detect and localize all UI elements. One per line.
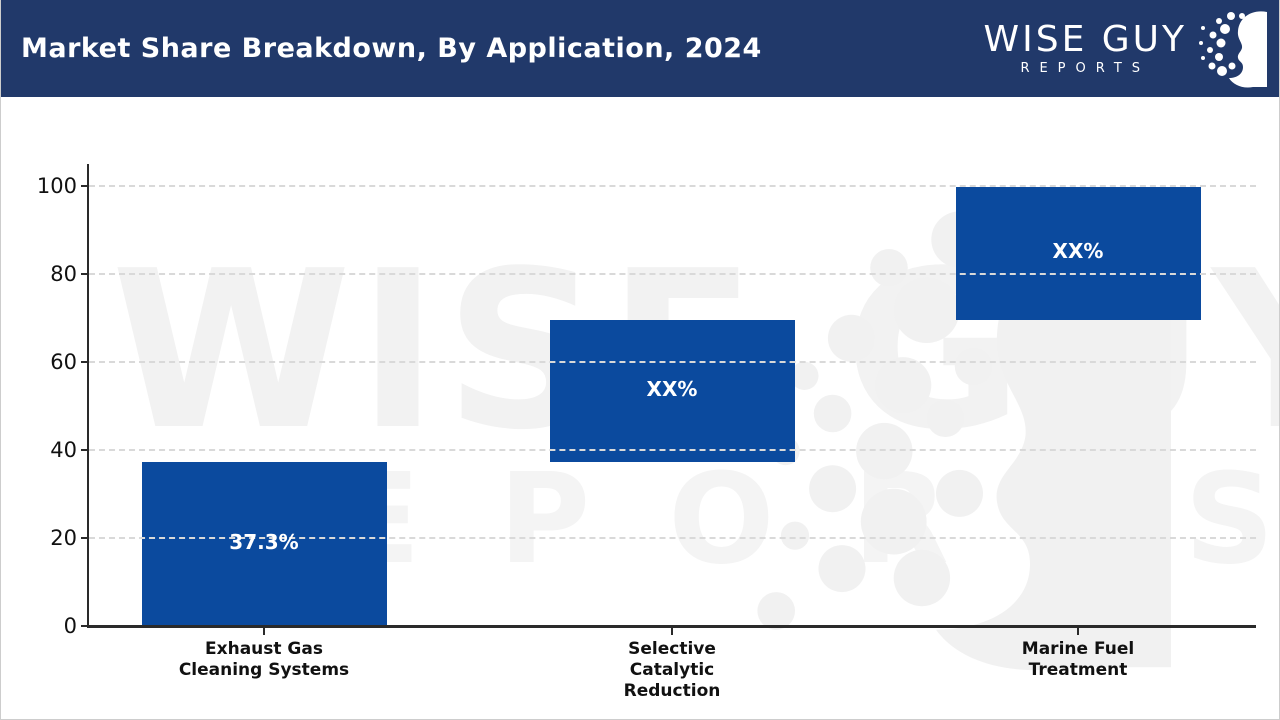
- x-category-label: Selective Catalytic Reduction: [512, 639, 832, 702]
- page-title: Market Share Breakdown, By Application, …: [21, 33, 762, 64]
- logo-primary-text: WISE GUY: [983, 19, 1187, 60]
- x-category-line: Marine Fuel: [1021, 639, 1135, 659]
- x-tick-mark: [1077, 627, 1079, 635]
- gridline: [89, 361, 1256, 363]
- bar-segment: [141, 461, 387, 626]
- y-tick-mark: [81, 185, 88, 187]
- y-tick-mark: [81, 625, 88, 627]
- y-axis-line: [87, 164, 89, 628]
- watermark-face-icon: [757, 211, 1171, 671]
- gridline: [89, 273, 1256, 275]
- gridline: [89, 449, 1256, 451]
- x-tick-mark: [671, 627, 673, 635]
- bar-value-label: XX%: [646, 376, 698, 401]
- y-tick-label: 100: [36, 174, 77, 198]
- x-category-label: Marine Fuel Treatment: [918, 639, 1238, 681]
- logo-secondary-text: REPORTS: [1020, 61, 1151, 76]
- x-category-line: Selective: [628, 639, 716, 659]
- x-category-line: Cleaning Systems: [178, 660, 350, 680]
- y-tick-mark: [81, 361, 88, 363]
- gridline: [89, 185, 1256, 187]
- y-tick-mark: [81, 537, 88, 539]
- x-category-line: Exhaust Gas: [205, 639, 323, 659]
- header-bar: Market Share Breakdown, By Application, …: [1, 0, 1280, 97]
- x-tick-mark: [263, 627, 265, 635]
- x-category-line: Reduction: [623, 681, 721, 701]
- y-tick-mark: [81, 273, 88, 275]
- x-category-line: Treatment: [1028, 660, 1128, 680]
- x-category-label: Exhaust Gas Cleaning Systems: [104, 639, 424, 681]
- bar-segment: [549, 319, 795, 462]
- x-category-line: Catalytic: [629, 660, 715, 680]
- bar-segment: [955, 186, 1201, 320]
- plot: 0 20 40 60 80 100 37.3% Exhaust Gas Cleaning Sys…: [1, 97, 1279, 719]
- logo-wordmark: WISE GUY REPORTS: [983, 19, 1188, 77]
- y-tick-label: 40: [50, 438, 77, 462]
- brand-logo: WISE GUY REPORTS: [984, 8, 1280, 90]
- y-tick-label: 80: [50, 262, 77, 286]
- gridline: [89, 537, 1256, 539]
- bar-value-label: 37.3%: [229, 529, 299, 554]
- y-tick-label: 60: [50, 350, 77, 374]
- y-tick-label: 20: [50, 526, 77, 550]
- bar-value-label: XX%: [1052, 239, 1104, 264]
- logo-face-icon: [1199, 10, 1267, 88]
- x-axis-line: [87, 625, 1256, 628]
- chart-area: WISE GUY REPORTS 02040608010037.3%Exhaus…: [1, 97, 1279, 719]
- y-tick-label: 0: [63, 614, 77, 638]
- y-tick-mark: [81, 449, 88, 451]
